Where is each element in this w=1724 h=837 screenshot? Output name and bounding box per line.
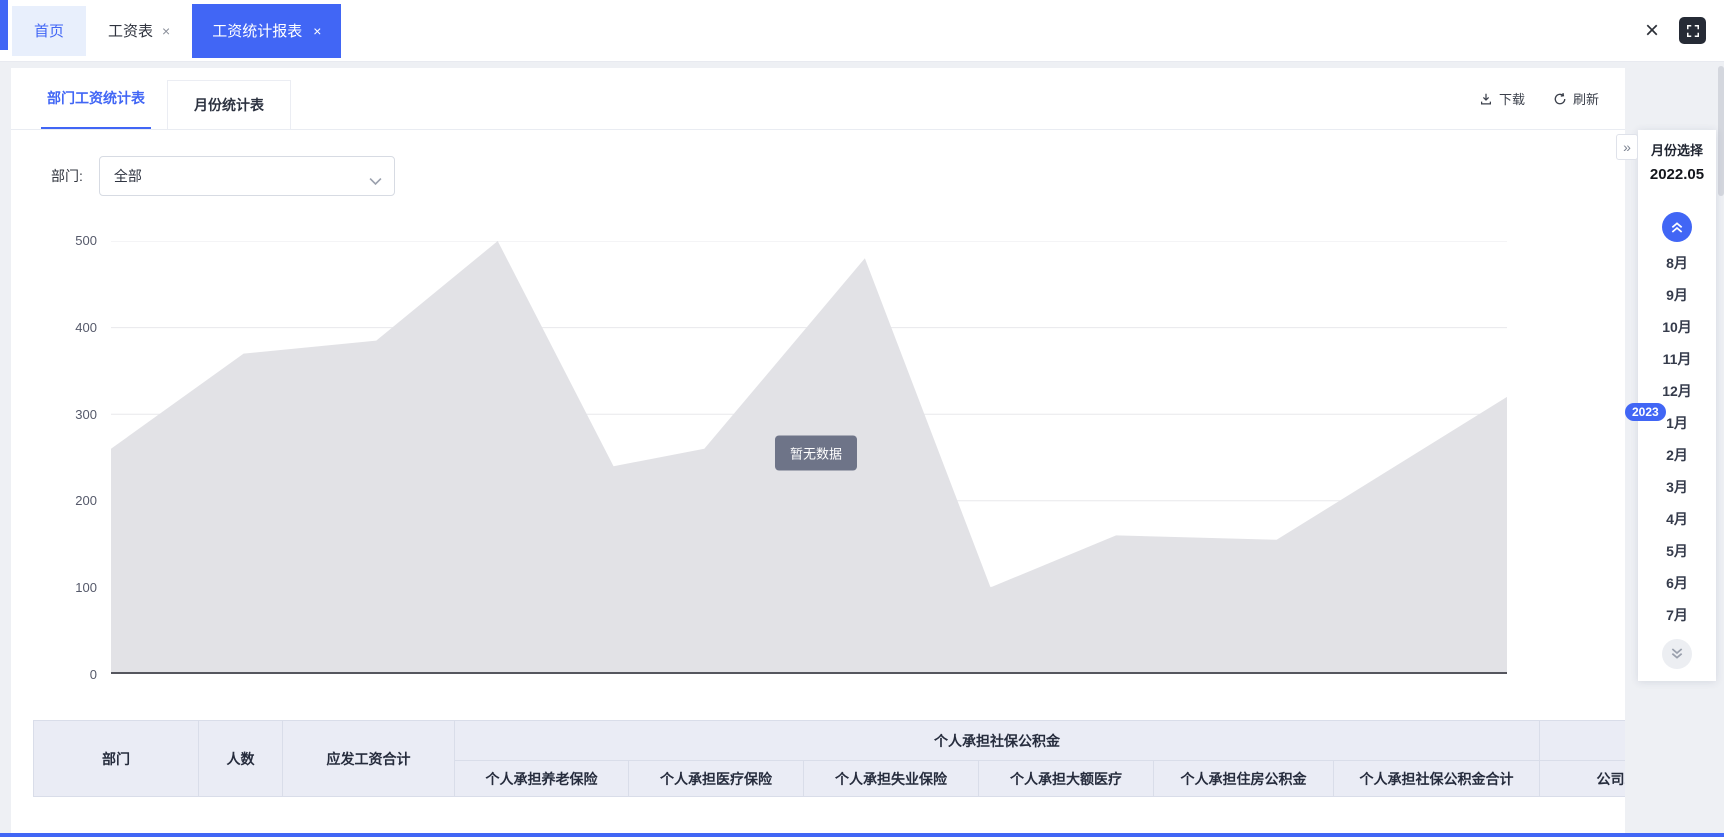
scroll-months-up-button[interactable]	[1662, 212, 1692, 242]
group-header-company	[1539, 720, 1625, 761]
empty-table-body	[33, 796, 1625, 834]
y-axis-label: 500	[75, 233, 97, 248]
month-panel-title: 月份选择	[1650, 143, 1703, 158]
y-axis-label: 400	[75, 319, 97, 335]
col-header-major-medical: 个人承担大额医疗	[978, 760, 1154, 797]
col-header-gross-total: 应发工资合计	[282, 720, 455, 797]
top-tab-home[interactable]: 首页	[12, 5, 87, 56]
group-header-personal: 个人承担社保公积金	[454, 720, 1540, 761]
fullscreen-icon[interactable]	[1679, 17, 1706, 44]
y-axis-labels: 500 400 300 200 100 0	[37, 233, 111, 682]
collapse-panel-icon[interactable]: »	[1616, 134, 1638, 160]
salary-area-chart: 500 400 300 200 100 0 暂无数据	[11, 233, 1625, 682]
month-item[interactable]: 8月	[1666, 255, 1688, 271]
horizontal-scrollbar[interactable]	[0, 833, 1724, 837]
selected-month: 2022.05	[1649, 166, 1705, 183]
refresh-icon	[1554, 92, 1566, 104]
download-icon	[1480, 93, 1491, 105]
month-item[interactable]: 9月	[1666, 287, 1688, 303]
top-tabs: 首页 工资表 × 工资统计报表 ×	[12, 0, 342, 61]
col-header-housing-fund: 个人承担住房公积金	[1153, 760, 1334, 797]
top-tab-label: 工资表	[108, 23, 154, 40]
y-axis-label: 200	[75, 493, 97, 509]
salary-summary-table: 部门 人数 应发工资合计 个人承担社保公积金 个人承担养老保险 个人承担医疗保险…	[33, 720, 1625, 834]
close-tab-icon[interactable]: ×	[313, 22, 322, 39]
month-item[interactable]: 11月	[1662, 351, 1692, 367]
double-chevron-down-icon	[1671, 648, 1683, 659]
y-axis-label: 300	[75, 406, 97, 422]
month-item[interactable]: 6月	[1666, 575, 1688, 591]
chart-plot-area[interactable]: 暂无数据	[111, 241, 1507, 674]
month-list-current-year: 8月 9月 10月 11月 12月	[1638, 247, 1716, 407]
tab-department-salary[interactable]: 部门工资统计表	[41, 68, 151, 129]
report-tab-bar: 部门工资统计表 月份统计表 下载 刷新	[11, 68, 1625, 130]
month-item[interactable]: 3月	[1666, 479, 1688, 495]
download-button[interactable]: 下载	[1479, 89, 1525, 108]
col-header-company-pension: 公司承担	[1539, 760, 1625, 797]
table-row	[33, 796, 1625, 834]
col-header-pension: 个人承担养老保险	[454, 760, 629, 797]
month-item[interactable]: 7月	[1666, 607, 1688, 623]
refresh-label: 刷新	[1572, 92, 1599, 107]
summary-table: 部门 人数 应发工资合计 个人承担社保公积金 个人承担养老保险 个人承担医疗保险…	[33, 720, 1625, 834]
window-actions: ×	[1645, 17, 1706, 44]
double-chevron-up-icon	[1671, 222, 1683, 233]
y-axis-label: 0	[89, 666, 97, 682]
scroll-months-down-button[interactable]	[1662, 639, 1692, 669]
tab-month-statistics[interactable]: 月份统计表	[167, 80, 291, 129]
nav-accent-strip	[0, 0, 8, 50]
top-tab-salary-sheet[interactable]: 工资表 ×	[92, 5, 187, 56]
col-header-medical: 个人承担医疗保险	[628, 760, 804, 797]
filter-row: 部门: 全部	[51, 156, 1625, 196]
col-header-personal-total: 个人承担社保公积金合计	[1333, 760, 1540, 797]
month-list-next-year: 1月 2月 3月 4月 5月 6月 7月	[1638, 407, 1716, 631]
month-item[interactable]: 1月	[1666, 415, 1688, 431]
close-icon[interactable]: ×	[1644, 16, 1659, 44]
no-data-tooltip: 暂无数据	[774, 435, 857, 471]
department-select[interactable]: 全部	[98, 156, 395, 196]
year-badge: 2023	[1625, 403, 1666, 421]
y-axis-label: 100	[75, 580, 97, 596]
col-header-department: 部门	[33, 720, 199, 797]
report-card: 部门工资统计表 月份统计表 下载 刷新	[11, 68, 1625, 834]
download-label: 下载	[1498, 92, 1525, 107]
month-item[interactable]: 12月	[1662, 383, 1692, 399]
month-item[interactable]: 10月	[1662, 319, 1692, 335]
top-tab-label: 首页	[34, 23, 65, 40]
top-tab-label: 工资统计报表	[212, 23, 303, 40]
month-item[interactable]: 4月	[1666, 511, 1688, 527]
scrollbar-thumb[interactable]	[1718, 66, 1724, 196]
close-tab-icon[interactable]: ×	[162, 22, 171, 39]
refresh-button[interactable]: 刷新	[1553, 89, 1599, 108]
top-tab-salary-report[interactable]: 工资统计报表 ×	[192, 3, 342, 58]
department-select-value: 全部	[113, 168, 142, 184]
report-toolbar: 下载 刷新	[1479, 68, 1599, 129]
month-item[interactable]: 2月	[1666, 447, 1688, 463]
month-item[interactable]: 5月	[1666, 543, 1688, 559]
department-filter-label: 部门:	[51, 168, 83, 184]
month-selector-panel: » 月份选择 2022.05 8月 9月 10月 11月 12月 2023 1月 2月 3月…	[1616, 130, 1716, 681]
col-header-unemployment: 个人承担失业保险	[803, 760, 979, 797]
chevron-down-icon	[369, 173, 382, 189]
top-tab-bar: 首页 工资表 × 工资统计报表 × ×	[0, 0, 1724, 62]
col-header-headcount: 人数	[198, 720, 283, 797]
